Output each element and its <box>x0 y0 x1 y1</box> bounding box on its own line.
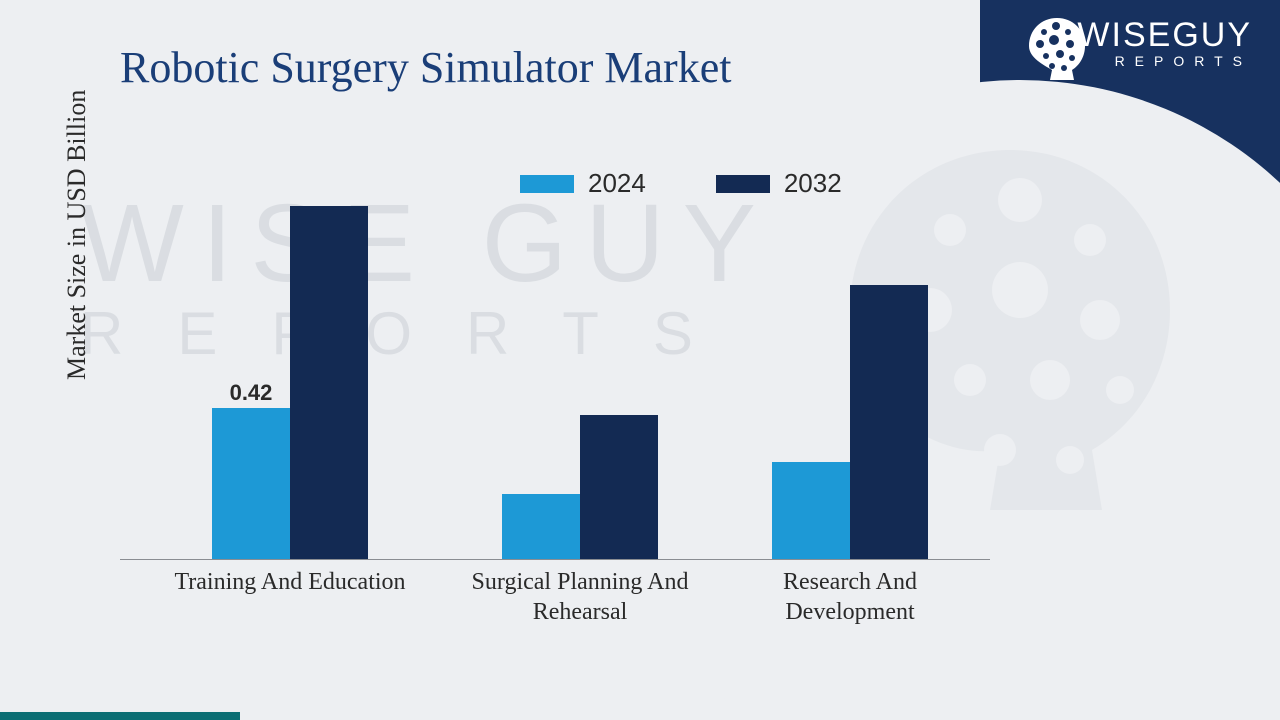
legend-swatch-2024 <box>520 175 574 193</box>
chart-title: Robotic Surgery Simulator Market <box>120 42 731 93</box>
brand-line2: REPORTS <box>1077 54 1252 68</box>
category-label: Research And Development <box>730 559 970 627</box>
bar-2024 <box>772 462 850 559</box>
category-label: Training And Education <box>170 559 410 597</box>
infographic-stage: WISEGUY REPORTS WISE GUY REPORTS Robotic… <box>0 0 1280 720</box>
legend-item-2032: 2032 <box>716 168 842 199</box>
bar-2032 <box>290 206 368 559</box>
brand-logo: WISEGUY REPORTS <box>1077 18 1252 68</box>
bar-value-label: 0.42 <box>212 380 290 408</box>
category-label: Surgical Planning And Rehearsal <box>460 559 700 627</box>
brand-line1: WISEGUY <box>1077 18 1252 52</box>
y-axis-label: Market Size in USD Billion <box>62 90 92 380</box>
bar-2032 <box>580 415 658 559</box>
legend-label-2024: 2024 <box>588 168 646 199</box>
bar-2024 <box>502 494 580 559</box>
bottom-accent <box>0 712 240 720</box>
legend-swatch-2032 <box>716 175 770 193</box>
chart-legend: 2024 2032 <box>520 168 842 199</box>
legend-item-2024: 2024 <box>520 168 646 199</box>
bar-2032 <box>850 285 928 559</box>
legend-label-2032: 2032 <box>784 168 842 199</box>
bar-2024: 0.42 <box>212 408 290 559</box>
chart-plot: 0.42Training And EducationSurgical Plann… <box>120 200 990 560</box>
